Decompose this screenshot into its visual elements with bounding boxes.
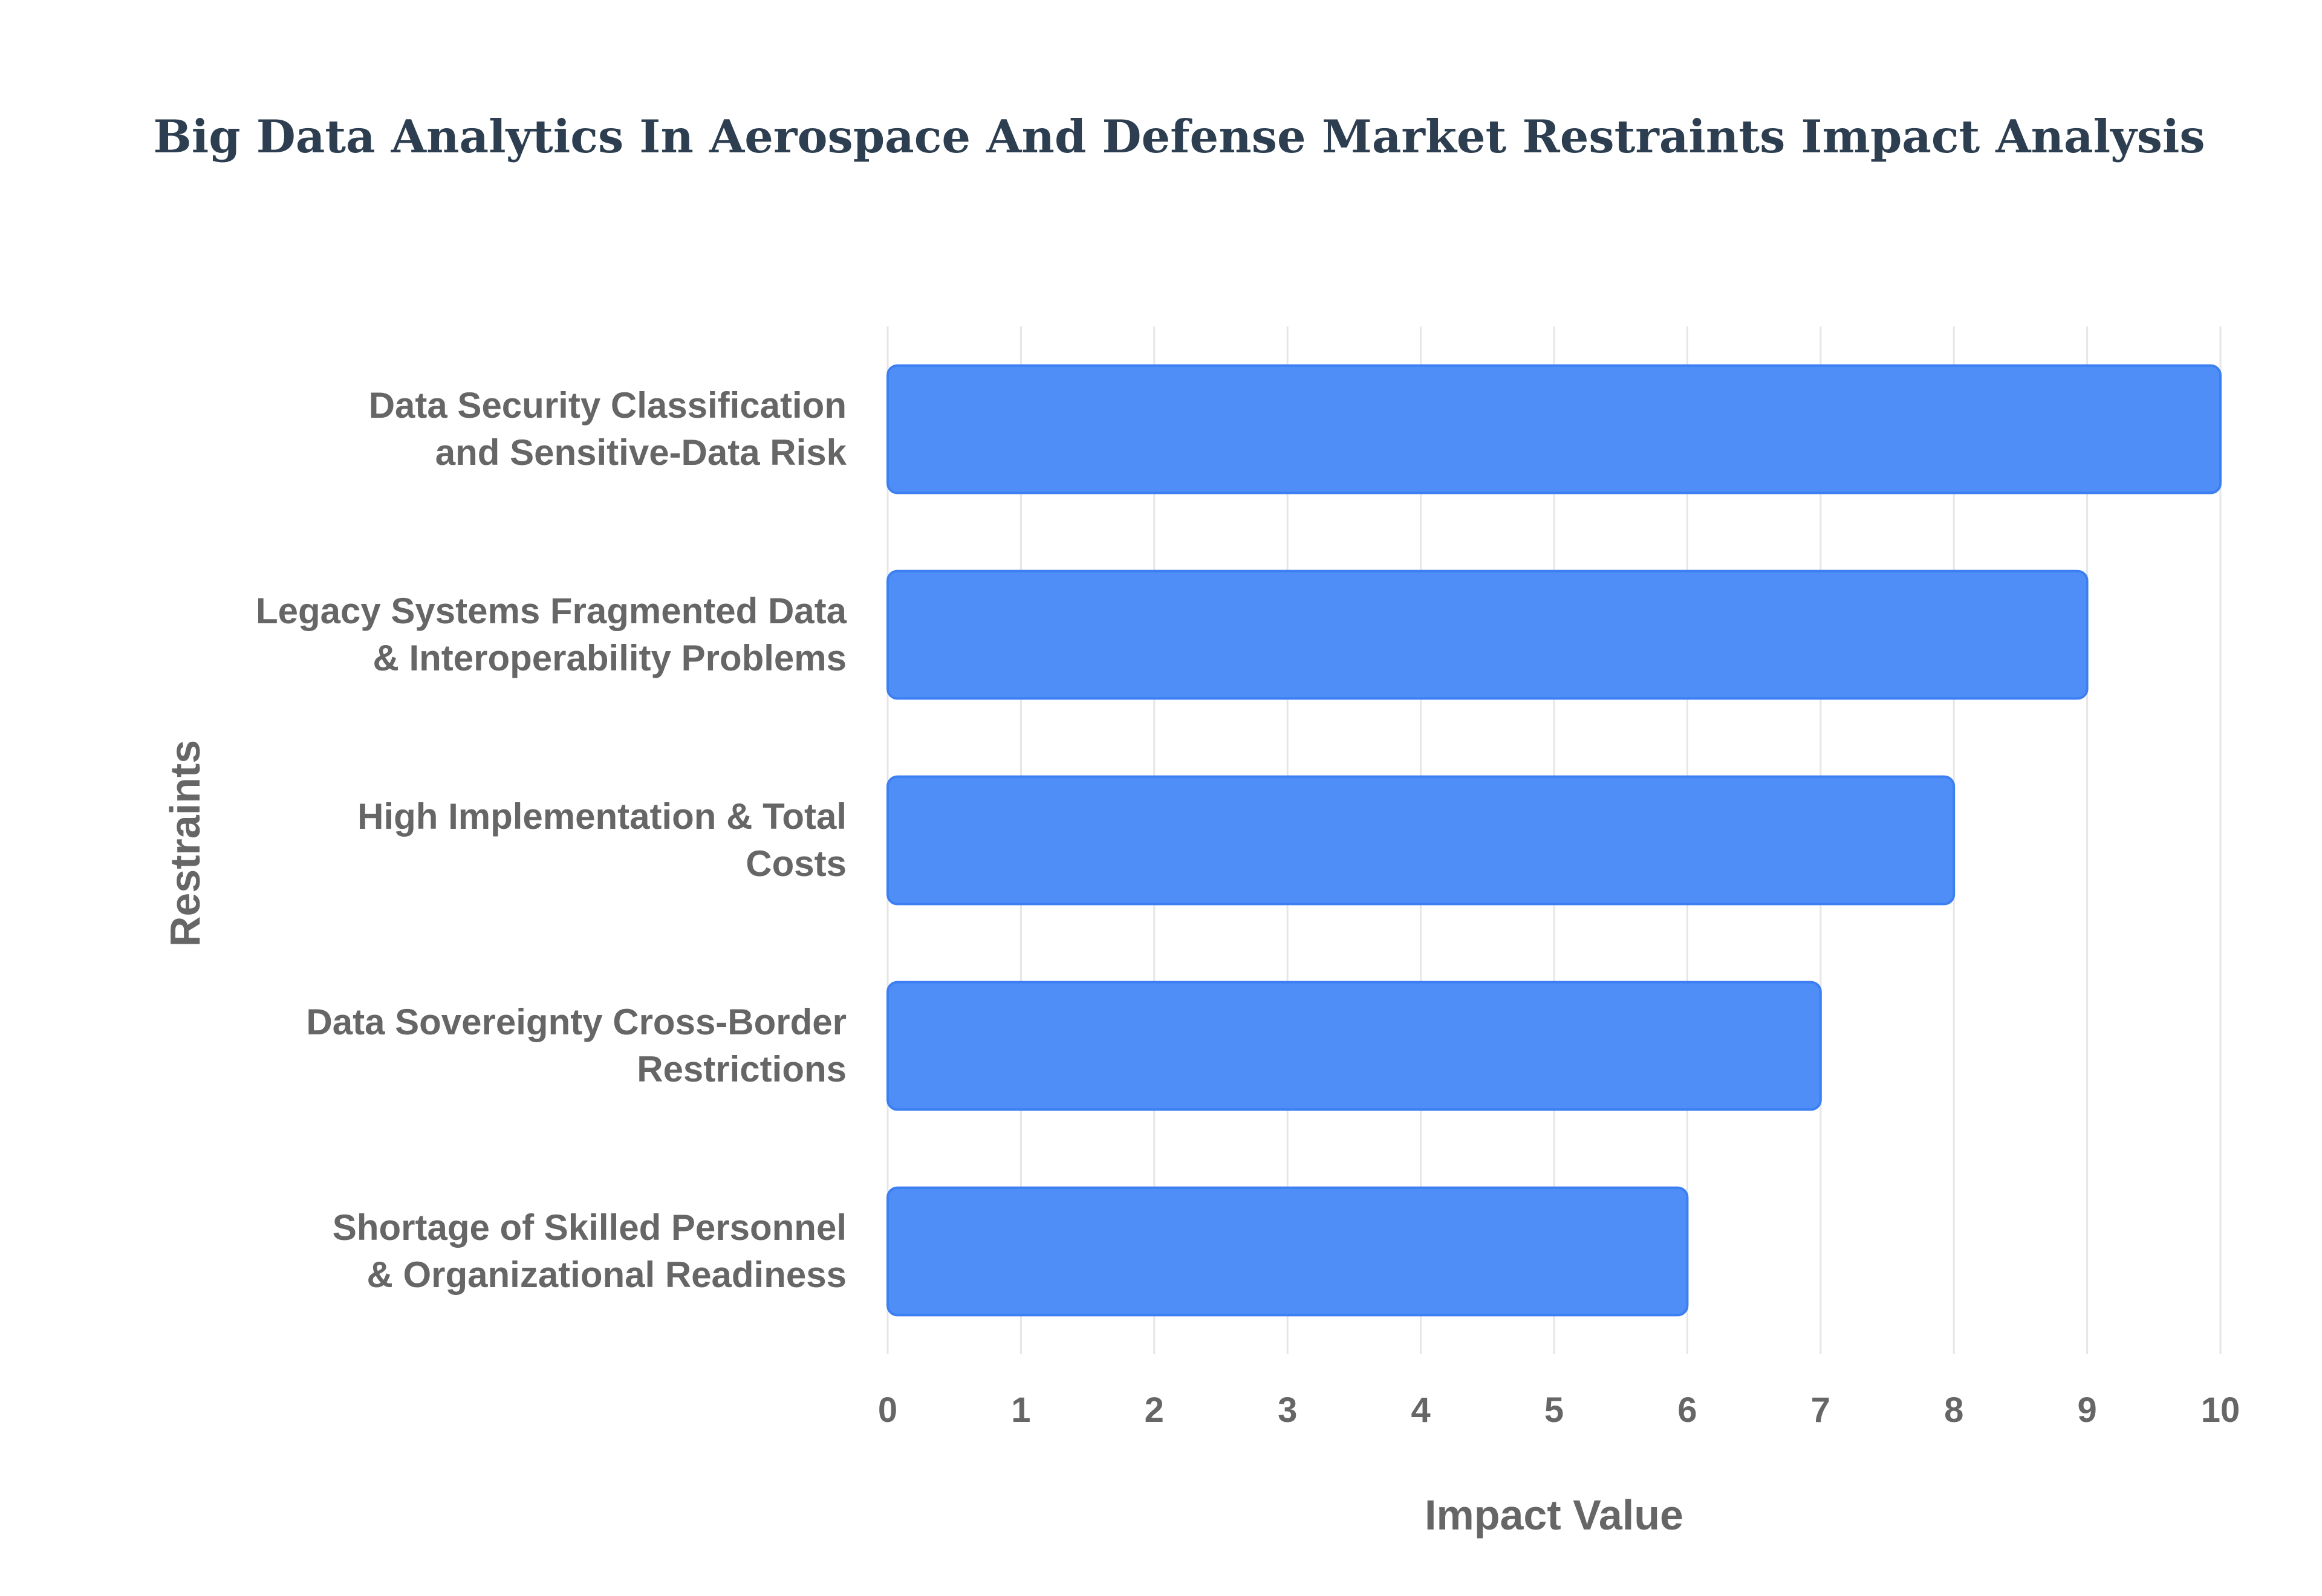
x-tick-label: 4: [1411, 1390, 1430, 1430]
category-label: Data Security Classification and Sensitiv…: [369, 385, 847, 473]
x-tick-label: 3: [1278, 1390, 1297, 1430]
x-tick-label: 0: [878, 1390, 897, 1430]
bar[interactable]: [886, 569, 2089, 700]
bar[interactable]: [886, 1186, 1689, 1317]
category-label: High Implementation & Total Costs: [357, 796, 847, 884]
bar[interactable]: [886, 981, 1822, 1111]
chart-title: Big Data Analytics In Aerospace And Defe…: [153, 110, 2205, 163]
bar[interactable]: [886, 775, 1956, 906]
x-tick-label: 9: [2077, 1390, 2096, 1430]
category-labels: Data Security Classification and Sensitiv…: [256, 385, 847, 1295]
x-tick-label: 8: [1944, 1390, 1963, 1430]
x-tick-label: 7: [1811, 1390, 1830, 1430]
x-tick-label: 10: [2201, 1390, 2240, 1430]
y-axis-title: Restraints: [161, 740, 209, 947]
x-tick-label: 5: [1544, 1390, 1564, 1430]
x-tick-label: 6: [1677, 1390, 1697, 1430]
category-label: Shortage of Skilled Personnel & Organizat…: [333, 1207, 847, 1295]
x-tick-labels: 0 1 2 3 4 5 6 7 8 9 10: [878, 1390, 2240, 1430]
bars: [886, 364, 2222, 1317]
x-tick-label: 2: [1145, 1390, 1164, 1430]
x-axis-title: Impact Value: [1425, 1491, 1683, 1539]
category-label: Data Sovereignty Cross-Border Restriction…: [306, 1002, 847, 1089]
x-tick-label: 1: [1011, 1390, 1030, 1430]
category-label: Legacy Systems Fragmented Data & Interope…: [256, 591, 847, 678]
bar[interactable]: [886, 364, 2222, 495]
